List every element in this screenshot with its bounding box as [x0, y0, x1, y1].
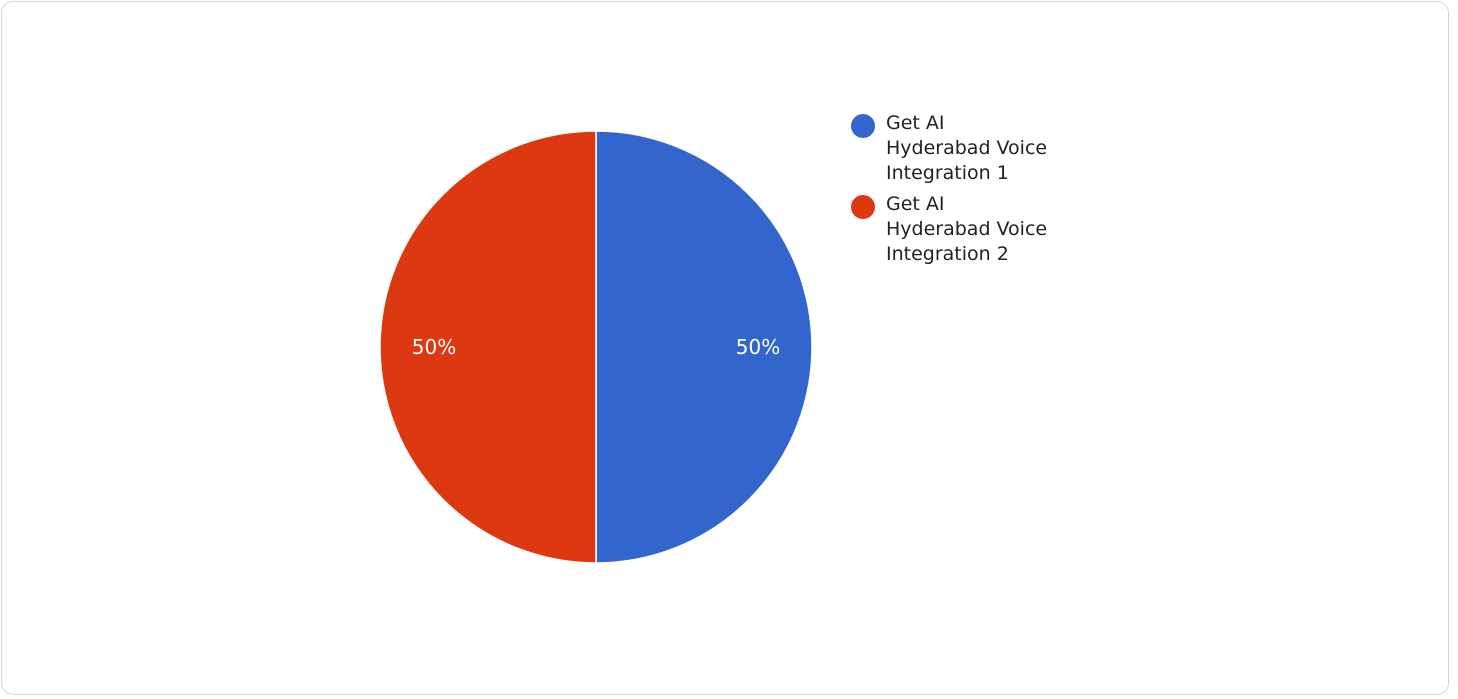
pie-slice-integration-2[interactable] — [379, 130, 597, 564]
legend-swatch-integration-2 — [851, 195, 875, 219]
legend-label-integration-2: Get AI Hyderabad Voice Integration 2 — [886, 193, 1048, 265]
slice-label-integration-2: 50% — [412, 335, 456, 359]
pie-slice-integration-1[interactable] — [595, 130, 813, 564]
chart-legend: Get AI Hyderabad Voice Integration 1 Get… — [850, 111, 1110, 273]
legend-item-integration-2[interactable]: Get AI Hyderabad Voice Integration 2 — [850, 192, 1110, 267]
slice-label-integration-1: 50% — [736, 335, 780, 359]
legend-swatch-integration-1 — [851, 114, 875, 138]
legend-label-integration-1: Get AI Hyderabad Voice Integration 1 — [886, 112, 1048, 184]
legend-item-integration-1[interactable]: Get AI Hyderabad Voice Integration 1 — [850, 111, 1110, 186]
